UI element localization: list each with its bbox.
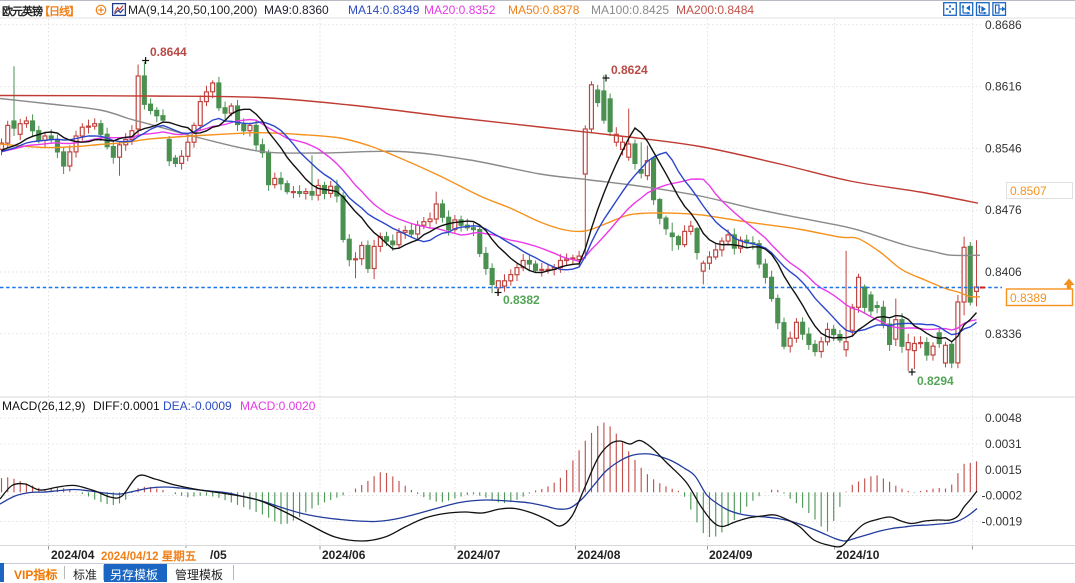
svg-text:0.8294: 0.8294 xyxy=(917,374,954,388)
svg-text:-0.0019: -0.0019 xyxy=(982,515,1023,529)
svg-text:0.0048: 0.0048 xyxy=(985,411,1022,425)
svg-text:0.8406: 0.8406 xyxy=(985,265,1022,279)
svg-text:0.8546: 0.8546 xyxy=(985,141,1022,155)
svg-text:0.0015: 0.0015 xyxy=(985,463,1022,477)
svg-text:0.0031: 0.0031 xyxy=(985,437,1022,451)
svg-text:0.8382: 0.8382 xyxy=(503,293,540,307)
svg-text:0.8624: 0.8624 xyxy=(611,63,648,77)
svg-text:0.8686: 0.8686 xyxy=(985,18,1022,32)
svg-text:0.8644: 0.8644 xyxy=(150,45,187,59)
svg-text:0.8616: 0.8616 xyxy=(985,80,1022,94)
svg-text:0.8336: 0.8336 xyxy=(985,327,1022,341)
svg-text:-0.0002: -0.0002 xyxy=(982,489,1023,503)
svg-text:0.8389: 0.8389 xyxy=(1010,291,1047,305)
svg-text:0.8476: 0.8476 xyxy=(985,203,1022,217)
svg-text:0.8507: 0.8507 xyxy=(1010,184,1047,198)
